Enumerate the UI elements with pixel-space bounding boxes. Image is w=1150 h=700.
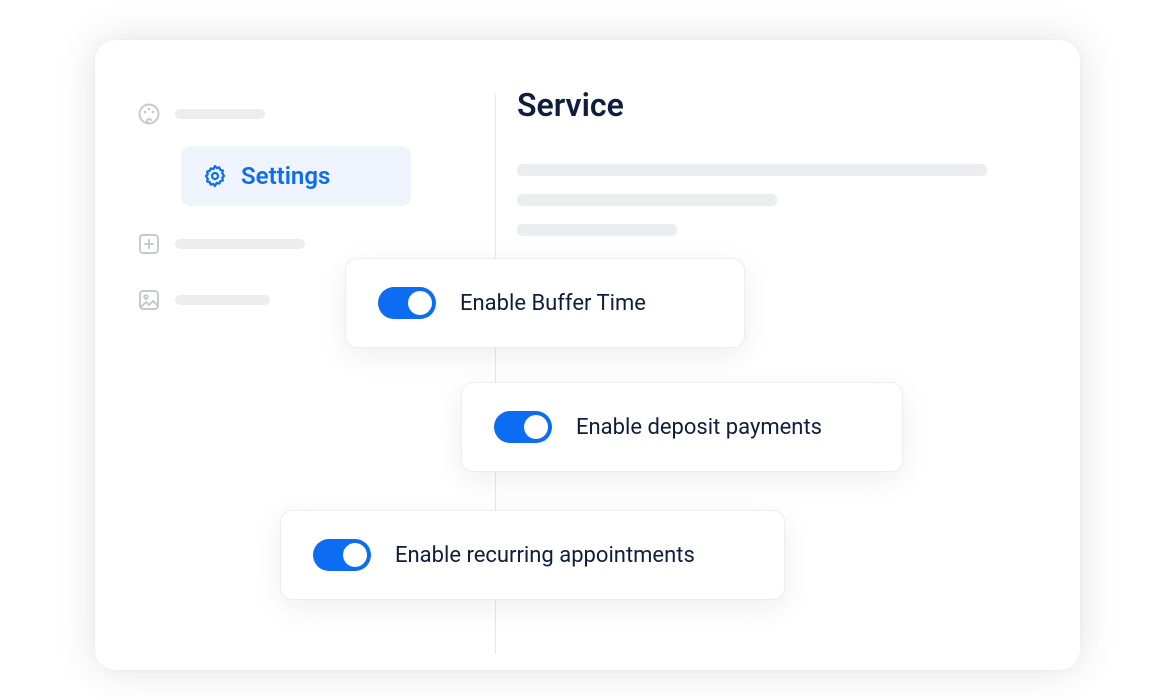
- toggle-buffer-time[interactable]: [378, 287, 436, 319]
- sidebar-item-settings[interactable]: Settings: [181, 146, 411, 206]
- placeholder-bar: [517, 194, 777, 206]
- sidebar-item-plus[interactable]: [137, 226, 427, 262]
- placeholder-bar: [517, 164, 987, 176]
- toggle-knob: [343, 543, 367, 567]
- placeholder-bar: [517, 224, 677, 236]
- toggle-card-recurring-appointments: Enable recurring appointments: [280, 510, 785, 600]
- gear-icon: [203, 164, 227, 188]
- toggle-label: Enable deposit payments: [576, 415, 822, 440]
- sidebar-item-palette[interactable]: [137, 96, 427, 132]
- toggle-knob: [408, 291, 432, 315]
- placeholder-bar: [175, 295, 270, 305]
- page-title: Service: [517, 86, 1040, 124]
- placeholder-bar: [175, 239, 305, 249]
- toggle-knob: [524, 415, 548, 439]
- palette-icon: [137, 102, 161, 126]
- settings-panel: Settings Serv: [95, 40, 1080, 670]
- placeholder-bar: [175, 109, 265, 119]
- description-placeholder: [517, 164, 1040, 236]
- image-icon: [137, 288, 161, 312]
- plus-square-icon: [137, 232, 161, 256]
- sidebar-item-label: Settings: [241, 162, 330, 190]
- toggle-card-buffer-time: Enable Buffer Time: [345, 258, 745, 348]
- toggle-recurring-appointments[interactable]: [313, 539, 371, 571]
- toggle-label: Enable Buffer Time: [460, 291, 646, 316]
- toggle-deposit-payments[interactable]: [494, 411, 552, 443]
- toggle-label: Enable recurring appointments: [395, 543, 695, 568]
- toggle-card-deposit-payments: Enable deposit payments: [461, 382, 903, 472]
